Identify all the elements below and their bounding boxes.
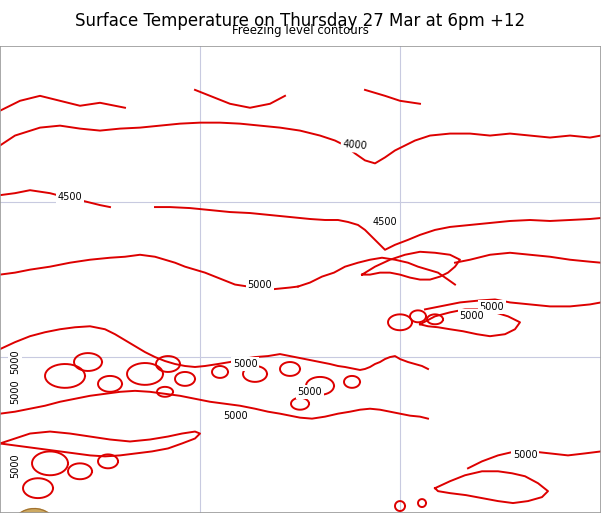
Text: 4500: 4500	[373, 217, 397, 227]
Text: 5000: 5000	[233, 359, 257, 369]
Text: Surface Temperature on Thursday 27 Mar at 6pm +12: Surface Temperature on Thursday 27 Mar a…	[76, 12, 525, 30]
Text: 5000: 5000	[460, 311, 484, 321]
Text: 5000: 5000	[10, 380, 20, 404]
Text: 5000: 5000	[223, 411, 248, 421]
Text: 5000: 5000	[513, 450, 537, 460]
Text: 4000: 4000	[343, 140, 368, 151]
Text: Freezing level contours: Freezing level contours	[232, 24, 369, 37]
Text: 5000: 5000	[480, 302, 504, 312]
Polygon shape	[13, 508, 58, 513]
Text: 4500: 4500	[58, 192, 82, 202]
Text: 5000: 5000	[297, 387, 322, 397]
Text: 5000: 5000	[10, 453, 20, 478]
Text: 5000: 5000	[248, 280, 272, 289]
Text: 5000: 5000	[10, 350, 20, 374]
